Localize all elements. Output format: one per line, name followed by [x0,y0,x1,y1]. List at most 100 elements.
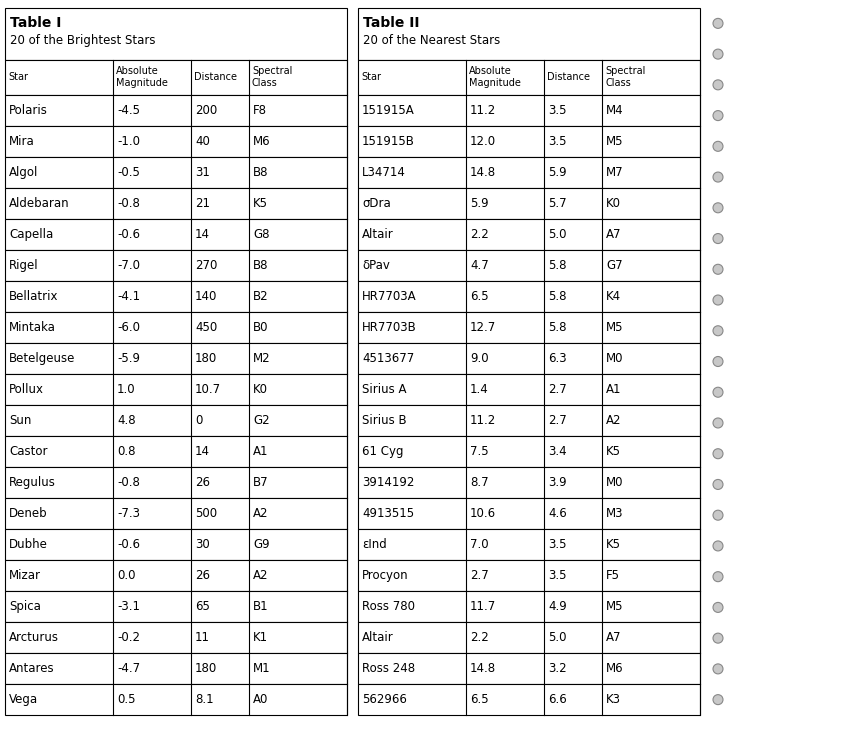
Text: Ross 248: Ross 248 [362,662,415,675]
Text: 3.4: 3.4 [548,445,567,458]
Bar [5,653,347,684]
Text: Antares: Antares [9,662,55,675]
Text: Sirius B: Sirius B [362,414,407,427]
Bar [5,622,347,653]
Text: 8.7: 8.7 [470,476,489,489]
Bar [358,529,700,560]
Text: 14: 14 [195,228,210,241]
Text: Bellatrix: Bellatrix [9,290,58,303]
Text: M6: M6 [253,135,271,148]
Text: F8: F8 [253,104,267,117]
Text: 11.2: 11.2 [470,414,497,427]
Ellipse shape [713,480,723,489]
Text: -6.0: -6.0 [117,321,140,334]
Text: -4.7: -4.7 [117,662,140,675]
Text: 5.0: 5.0 [548,631,567,644]
Text: 5.8: 5.8 [548,321,567,334]
Bar [358,405,700,436]
Ellipse shape [713,387,723,397]
Text: 2.7: 2.7 [548,383,567,396]
Ellipse shape [713,264,723,275]
Text: G8: G8 [253,228,270,241]
Text: A2: A2 [253,569,268,582]
Text: Sirius A: Sirius A [362,383,406,396]
Text: 3914192: 3914192 [362,476,415,489]
Bar [358,653,700,684]
Text: Regulus: Regulus [9,476,56,489]
Text: 1.0: 1.0 [117,383,135,396]
Ellipse shape [713,80,723,90]
Text: 11.2: 11.2 [470,104,497,117]
Ellipse shape [713,572,723,582]
Text: M1: M1 [253,662,271,675]
Text: Spectral: Spectral [252,66,293,77]
Bar [358,188,700,219]
Text: Vega: Vega [9,693,38,706]
Text: 21: 21 [195,197,210,210]
Text: Procyon: Procyon [362,569,409,582]
Text: 4.7: 4.7 [470,259,489,272]
Text: 3.9: 3.9 [548,476,567,489]
Bar [5,126,347,157]
Text: M5: M5 [606,600,624,613]
Text: 2.7: 2.7 [548,414,567,427]
Text: B8: B8 [253,166,268,179]
Ellipse shape [713,418,723,428]
Text: 3.5: 3.5 [548,569,567,582]
Bar [358,219,700,250]
Text: εInd: εInd [362,538,387,551]
Text: 0: 0 [195,414,202,427]
Text: 20 of the Brightest Stars: 20 of the Brightest Stars [10,34,156,47]
Text: 9.0: 9.0 [470,352,489,365]
Text: HR7703B: HR7703B [362,321,417,334]
Text: 0.0: 0.0 [117,569,135,582]
Text: Algol: Algol [9,166,38,179]
Text: 14: 14 [195,445,210,458]
Text: K5: K5 [253,197,268,210]
Text: 40: 40 [195,135,210,148]
Text: 5.8: 5.8 [548,259,567,272]
Text: Castor: Castor [9,445,47,458]
Text: 3.5: 3.5 [548,135,567,148]
Text: A0: A0 [253,693,268,706]
Text: A1: A1 [253,445,268,458]
Text: -4.5: -4.5 [117,104,140,117]
Text: -0.5: -0.5 [117,166,140,179]
Text: K0: K0 [253,383,268,396]
Text: Ross 780: Ross 780 [362,600,415,613]
Bar [358,622,700,653]
Bar [5,374,347,405]
Text: Deneb: Deneb [9,507,47,520]
Text: Dubhe: Dubhe [9,538,48,551]
Text: Magnitude: Magnitude [469,78,521,89]
Text: Spica: Spica [9,600,41,613]
Text: Mizar: Mizar [9,569,41,582]
Bar [5,591,347,622]
Text: K5: K5 [606,445,621,458]
Text: 26: 26 [195,569,210,582]
Bar [5,219,347,250]
Ellipse shape [713,510,723,520]
Text: M5: M5 [606,135,624,148]
Text: K0: K0 [606,197,621,210]
Text: A7: A7 [606,631,622,644]
Text: Spectral: Spectral [605,66,645,77]
Ellipse shape [713,203,723,213]
Bar [5,498,347,529]
Text: Absolute: Absolute [469,66,512,77]
Text: 11: 11 [195,631,210,644]
Text: 5.8: 5.8 [548,290,567,303]
Ellipse shape [713,356,723,367]
Text: 20 of the Nearest Stars: 20 of the Nearest Stars [363,34,500,47]
Text: Pollux: Pollux [9,383,44,396]
Text: Mintaka: Mintaka [9,321,56,334]
Text: 3.5: 3.5 [548,538,567,551]
Text: 6.5: 6.5 [470,693,489,706]
Text: 1.4: 1.4 [470,383,489,396]
Text: Star: Star [8,72,28,83]
Bar [5,281,347,312]
Text: 200: 200 [195,104,217,117]
Text: K5: K5 [606,538,621,551]
Text: A7: A7 [606,228,622,241]
Text: 5.7: 5.7 [548,197,567,210]
